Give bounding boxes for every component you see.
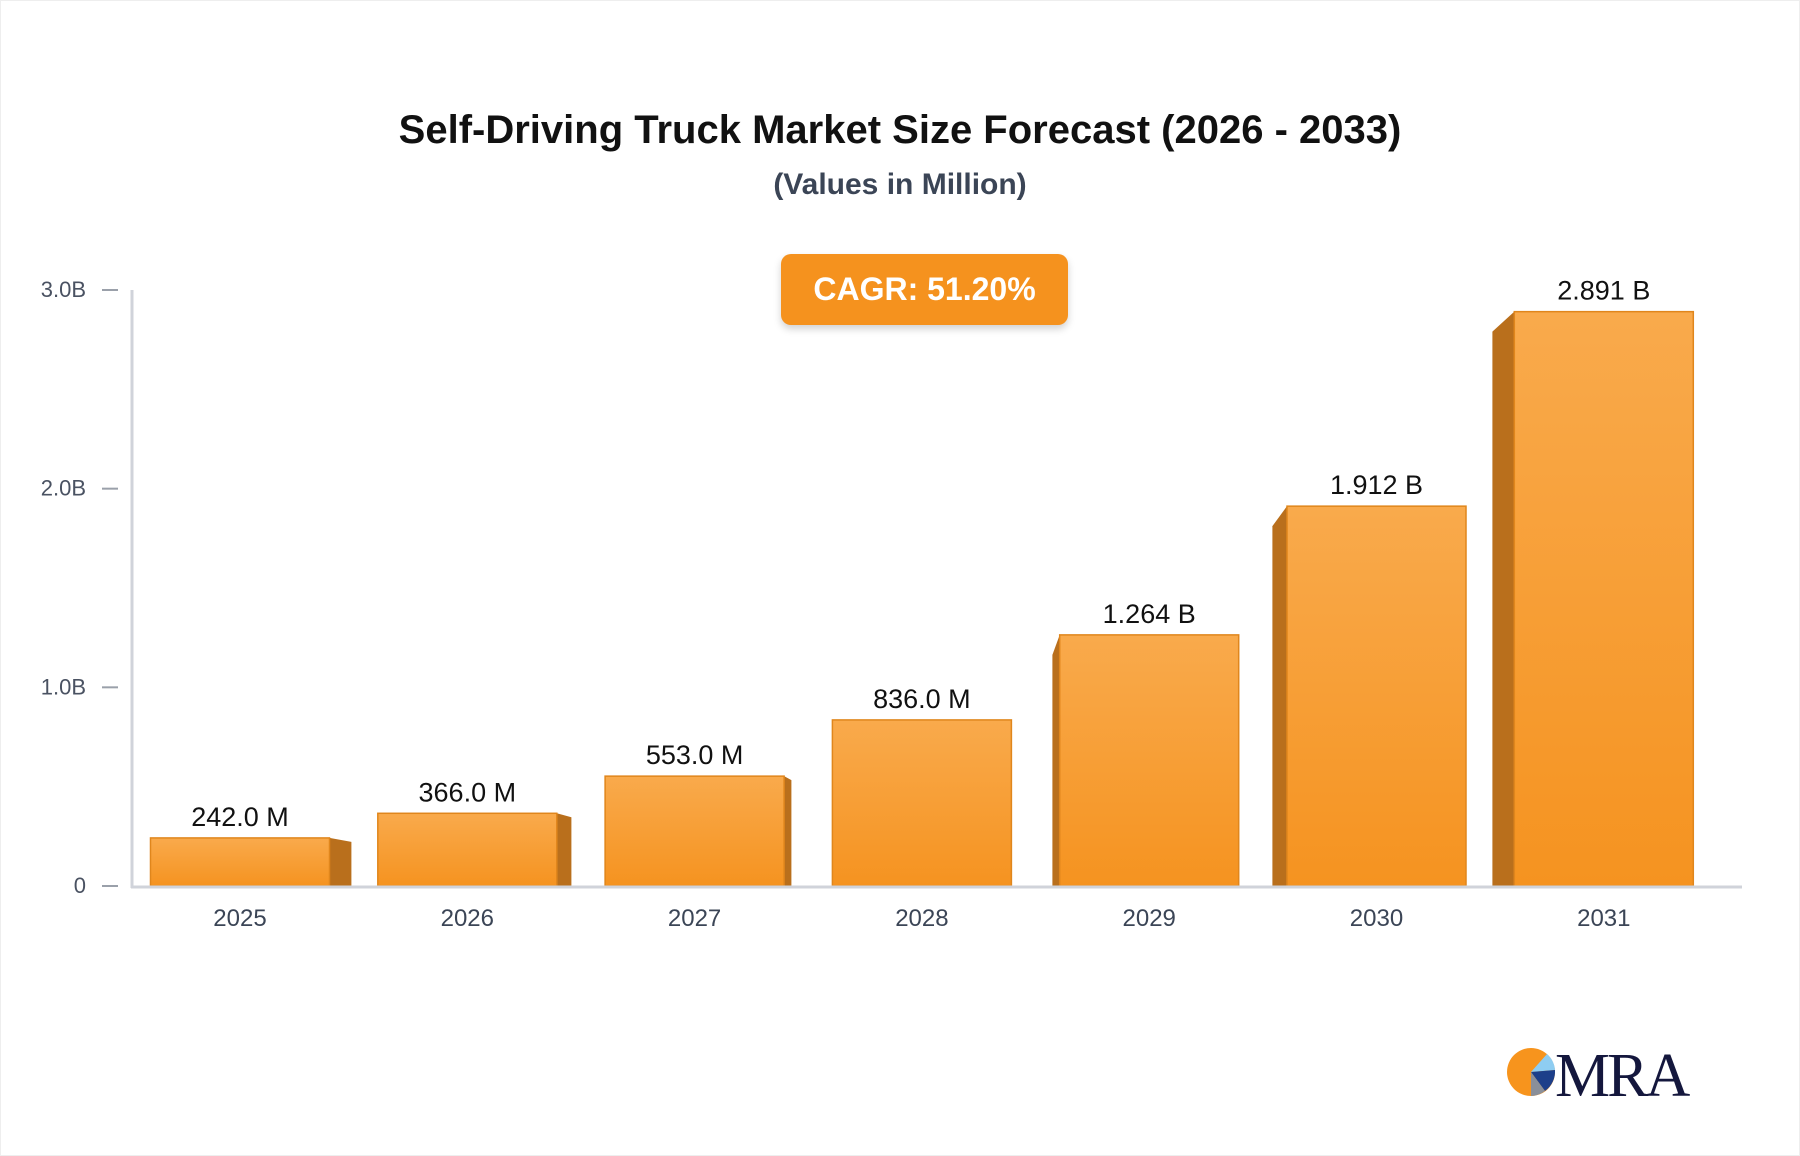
y-tick-label: 1.0B	[41, 674, 86, 699]
chart-title: Self-Driving Truck Market Size Forecast …	[398, 108, 1402, 152]
bar-2029: 1.264 B 2029	[1052, 599, 1240, 932]
data-label: 2.891 B	[1557, 276, 1650, 306]
bar-side	[1052, 634, 1060, 886]
bar-2027: 553.0 M 2027	[604, 740, 792, 932]
bar-2028: 836.0 M 2028	[831, 684, 1013, 932]
mra-logo: MRA	[1505, 1040, 1695, 1115]
x-tick-label: 2029	[1123, 905, 1176, 932]
chart-subtitle: (Values in Million)	[773, 168, 1027, 201]
bar-front	[149, 837, 331, 887]
data-label: 1.264 B	[1103, 599, 1196, 629]
y-tick-label: 3.0B	[41, 277, 86, 302]
bar-side	[784, 776, 792, 886]
x-tick-label: 2025	[213, 905, 266, 932]
bar-front	[1513, 310, 1695, 887]
data-label: 836.0 M	[873, 684, 971, 714]
bar-front	[604, 775, 785, 887]
x-tick-label: 2030	[1350, 905, 1403, 932]
data-label: 553.0 M	[646, 740, 744, 770]
data-label: 1.912 B	[1330, 470, 1423, 500]
bar-side	[329, 837, 352, 886]
bar-2030: 1.912 B 2030	[1272, 470, 1467, 932]
bar-2031: 2.891 B 2031	[1492, 276, 1695, 932]
bar-front	[1058, 634, 1240, 887]
bar-side	[556, 813, 572, 886]
bar-2025: 242.0 M 2025	[149, 802, 352, 932]
bar-side	[1272, 506, 1287, 886]
y-tick-label: 0	[74, 873, 86, 898]
data-label: 242.0 M	[191, 802, 289, 832]
bar-front	[1286, 505, 1467, 887]
data-label: 366.0 M	[419, 777, 517, 807]
x-tick-label: 2028	[895, 905, 948, 932]
bar-2026: 366.0 M 2026	[377, 777, 572, 932]
x-tick-label: 2027	[668, 905, 721, 932]
bar-front	[377, 812, 558, 887]
y-tick-label: 2.0B	[41, 476, 86, 501]
x-tick-label: 2031	[1577, 905, 1630, 932]
cagr-badge: CAGR: 51.20%	[781, 254, 1068, 325]
x-tick-label: 2026	[441, 905, 494, 932]
svg-text:MRA: MRA	[1555, 1042, 1690, 1110]
bar-front	[831, 719, 1013, 887]
bar-side	[1492, 311, 1515, 886]
